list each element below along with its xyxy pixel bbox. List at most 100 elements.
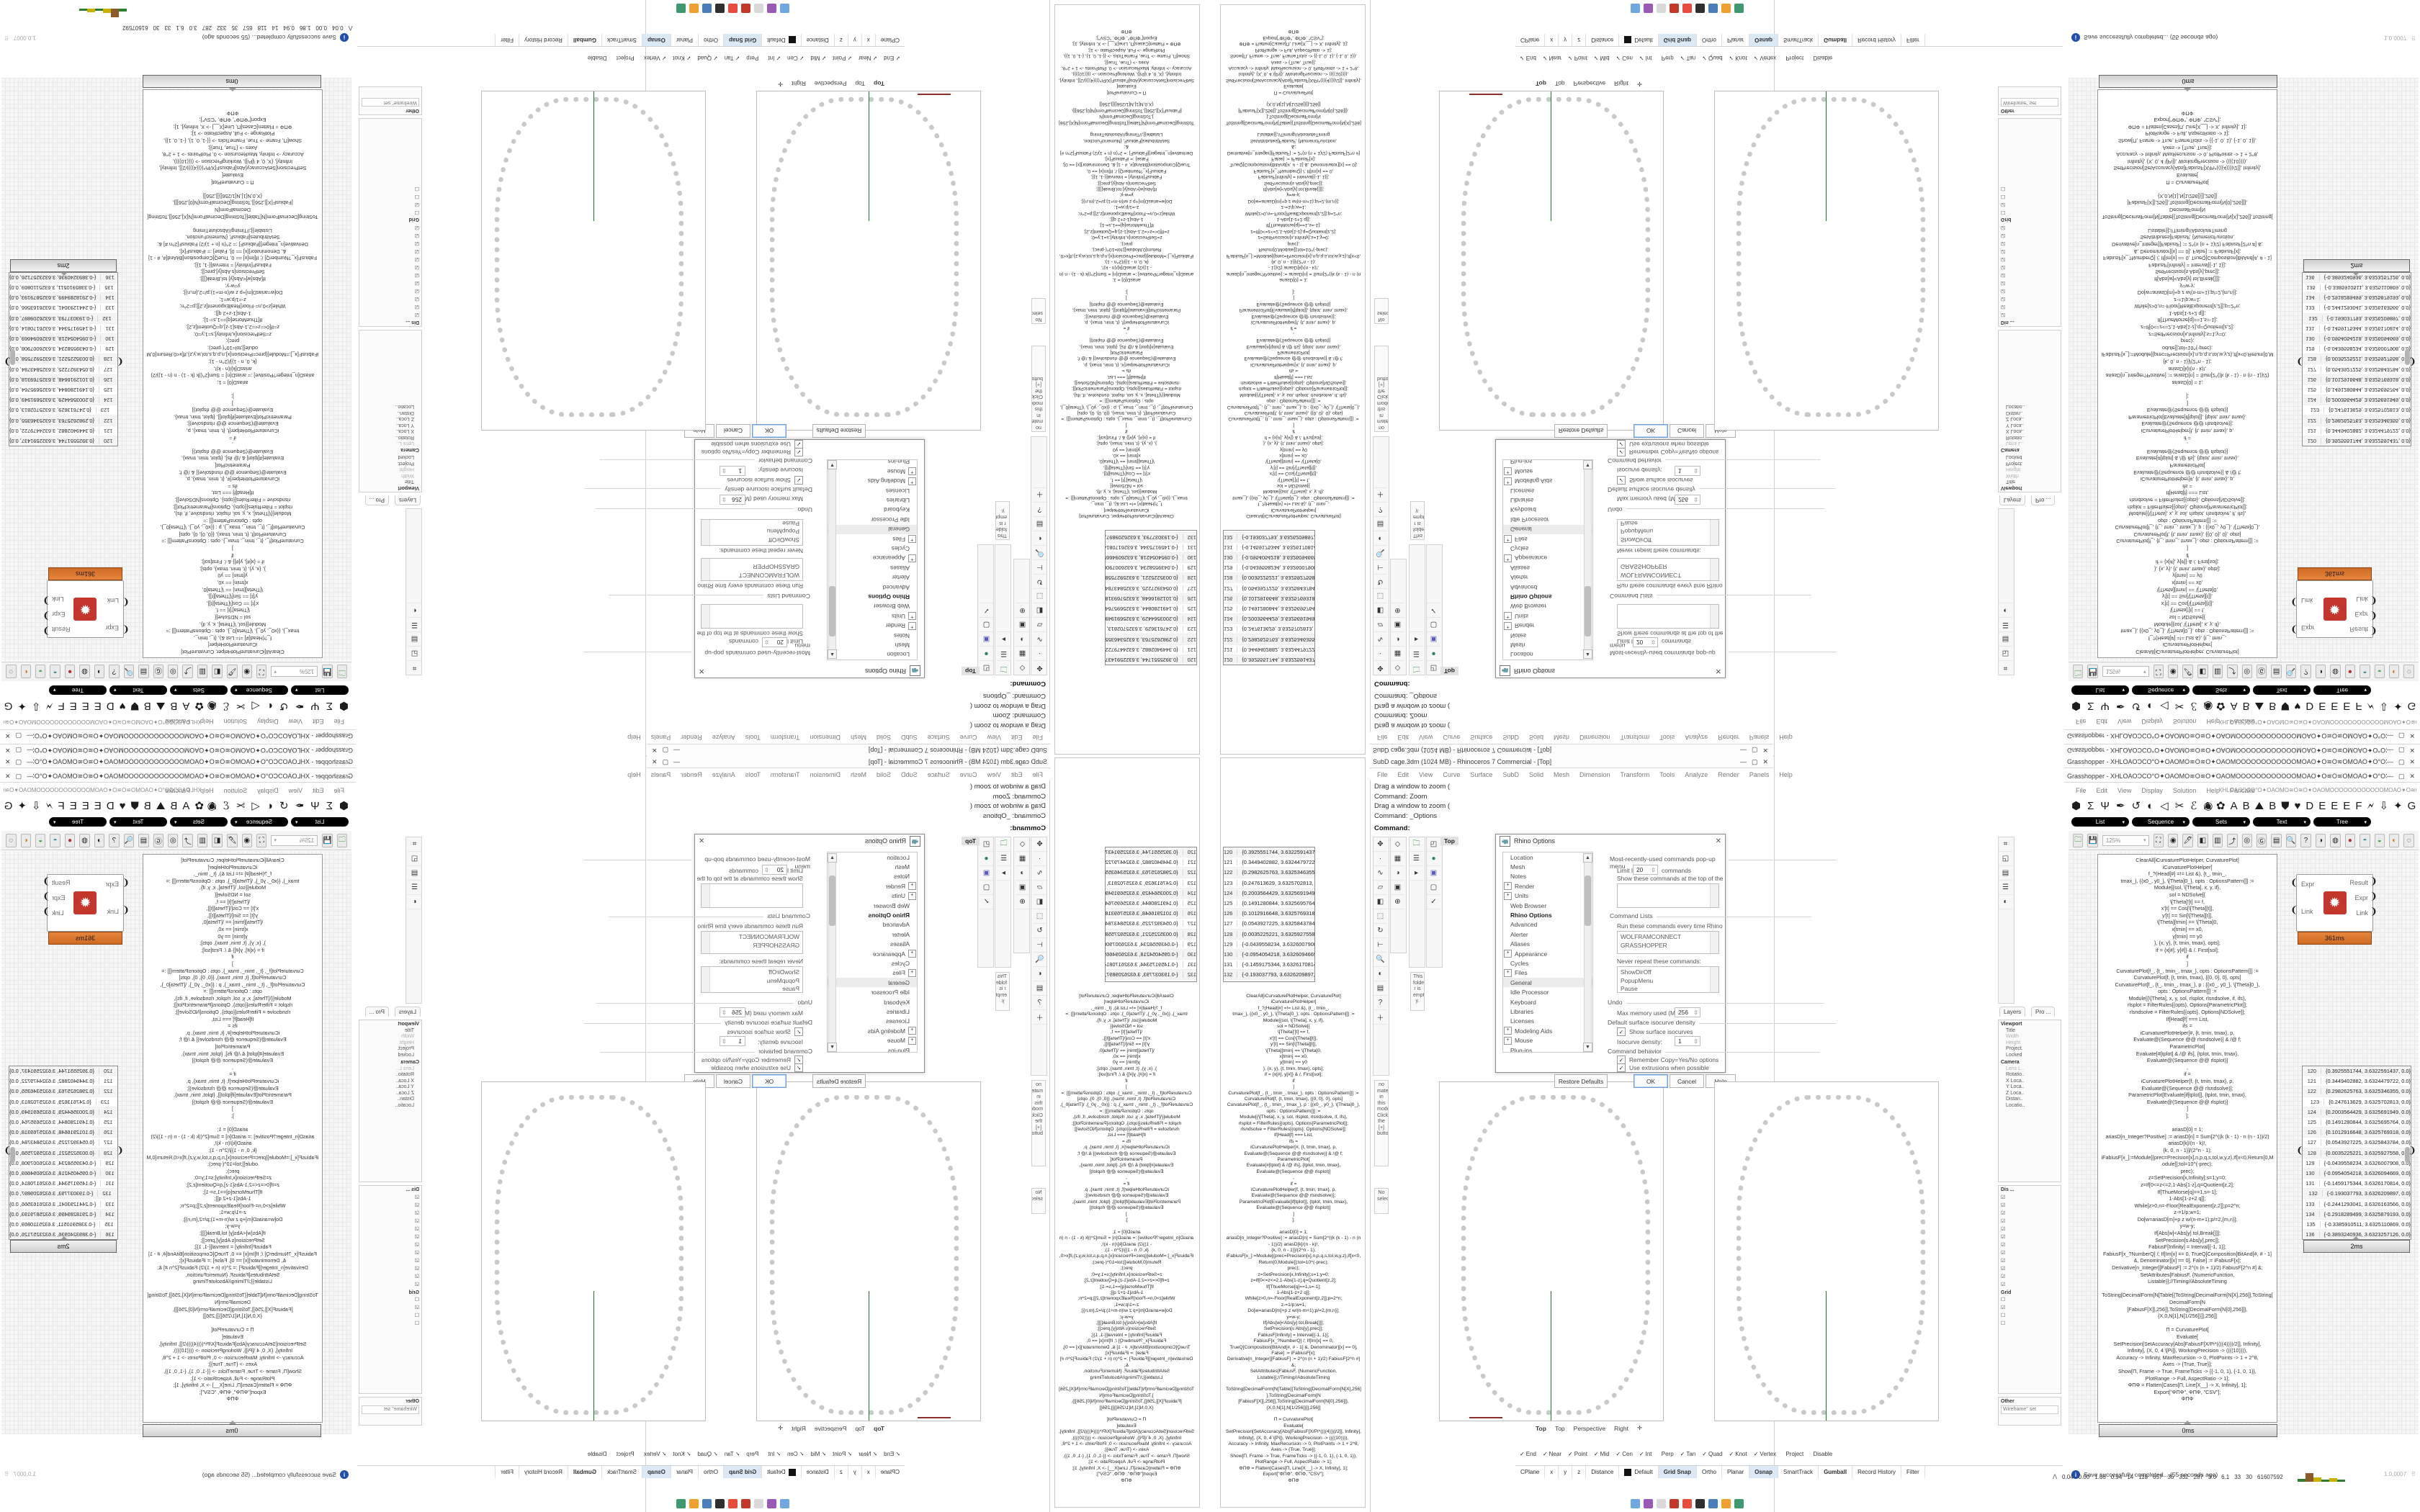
isocurve-density-input[interactable]: 1 (1675, 466, 1700, 476)
ok-button[interactable]: OK (1634, 424, 1668, 438)
status-ortho[interactable]: Ortho (1696, 34, 1722, 46)
cplane-icon[interactable]: ⌗ (1999, 660, 2012, 675)
isocurve-density-input[interactable]: 1 (720, 466, 745, 476)
table-row[interactable]: 124{0.2003564429, 3.6325691949, 0.0} (9, 395, 117, 405)
use-extrusions-checkbox[interactable]: ✓ Use extrusions when possible (711, 1063, 803, 1072)
startup-commands-listbox[interactable]: WOLFRAMCONNECT GRASSHOPPER (701, 931, 803, 954)
properties-icon[interactable]: ☰ (1999, 617, 2012, 631)
tree-item[interactable]: Aliases (1510, 940, 1530, 948)
table-row[interactable]: 128{0.0035225221, 3.6325927558, 0.0} (2303, 1148, 2411, 1158)
window-controls[interactable]: — ▢ ✕ (3, 733, 33, 740)
rhino-options-dialog[interactable]: 🦏 Rhino Options ✕ Location Mesh Notes + R… (1495, 439, 1726, 678)
osnap-knot[interactable]: ✓ Knot (673, 55, 691, 62)
surface-icon[interactable]: ▱ (1033, 881, 1047, 895)
arrow-icon[interactable]: ▸ (997, 631, 1010, 646)
table-row[interactable]: 132{-0.193037793, 3.6326209897, 0.0} (9, 312, 117, 323)
taskbar-icons[interactable] (1628, 2, 1744, 14)
never-repeat-item[interactable]: PopupMenu (766, 976, 799, 984)
tree-item[interactable]: + Modeling Aids (1503, 477, 1592, 486)
chevron-down-icon[interactable]: ▾ (2243, 819, 2246, 825)
status-layer[interactable]: Default (1619, 1466, 1659, 1478)
surface-icon[interactable]: ◐ (266, 700, 273, 713)
dimension-icon[interactable]: ⊢ (1033, 938, 1047, 953)
table-row[interactable]: 135 {-0.3385910511, 3.6325110869, 0.0} (9, 1219, 117, 1230)
status-smarttrack[interactable]: SmartTrack (1778, 1466, 1819, 1478)
rhino-viewport-top[interactable] (756, 91, 981, 431)
paint-c-icon[interactable]: ◐ (20, 833, 31, 847)
osnap-point[interactable]: ✓ Point (833, 55, 853, 62)
viewport-properties-panel[interactable]: Viewport Title Width Height Project. Loc… (1998, 330, 2061, 492)
grasshopper-titlebar-outer[interactable]: Grasshopper - XHLOAOƆCO°O✦OAOMO≋O≋O✦OAOM… (0, 744, 356, 756)
osnap-bar[interactable]: ✓ End ✓ Near ✓ Point ✓ Mid ✓ Cen ✓ Int Perp ✓ T… (588, 53, 900, 63)
transform-icon[interactable]: ℰ (2190, 700, 2197, 713)
menu-lines-icon[interactable]: ☰ (1410, 646, 1423, 660)
prop-row[interactable]: Locatio.. (2006, 1102, 2025, 1108)
intersect-icon[interactable]: ✂ (2174, 700, 2184, 713)
grid-check-list[interactable]: ☐ ☑ ☐ ☐ (2001, 184, 2058, 216)
expand-icon[interactable]: + (1504, 968, 1512, 977)
use-extrusions-checkbox[interactable]: ✓ Use extrusions when possible (1617, 1063, 1709, 1072)
arrow-icon[interactable]: ▸ (1410, 631, 1423, 646)
display-check[interactable]: ☑ (2001, 280, 2006, 286)
transform-icon[interactable]: ↻ (1033, 924, 1047, 938)
expand-icon[interactable]: + (908, 891, 916, 900)
scrollbar-thumb[interactable] (1585, 586, 1591, 636)
taskbar-icons[interactable] (676, 1498, 792, 1510)
chevron-down-icon[interactable]: ▾ (2182, 819, 2185, 825)
shaded-icon[interactable]: ◑ (94, 833, 105, 847)
sphere-icon[interactable]: ● (1427, 852, 1440, 866)
status-ortho[interactable]: Ortho (1697, 1466, 1722, 1478)
menu-subd[interactable]: SubD (901, 770, 918, 778)
gh-menu-file[interactable]: File (333, 718, 344, 726)
taskbar-icon-4[interactable] (1670, 1499, 1679, 1508)
menu-solid[interactable]: Solid (1528, 770, 1543, 778)
open-folder-icon[interactable]: 🗀 (997, 837, 1010, 852)
component-icon-mountain[interactable]: ⛰ (156, 799, 166, 812)
display-check[interactable]: ☑ (2001, 1242, 2006, 1248)
listbox-scrollbar[interactable] (702, 559, 710, 580)
prop-row[interactable]: Distan.. (2006, 1097, 2023, 1102)
table-row[interactable]: 126{0.1012916648, 3.6325769318, 0.0} (9, 1128, 117, 1138)
zoom-level-select[interactable]: 125% (2102, 834, 2149, 846)
close-icon[interactable]: ✕ (652, 747, 658, 755)
chevron-down-icon[interactable]: ▾ (174, 687, 177, 693)
checkbox-icon[interactable]: ✓ (1617, 448, 1626, 456)
help-icon[interactable]: ? (1033, 502, 1047, 516)
display-check[interactable]: ☑ (414, 1210, 419, 1216)
display-check[interactable]: ☑ (2001, 1218, 2006, 1224)
preview-eye-icon[interactable]: ◉ (241, 665, 253, 679)
table-row[interactable]: 135 {-0.3385910511, 3.6325110869, 0.0} (2303, 282, 2411, 293)
paint-b-icon[interactable]: ◒ (2374, 833, 2385, 847)
rhino-secondary-toolbar[interactable]: ◇ ▦ ◑ ▣ ⊕ (1013, 837, 1030, 953)
minimize-icon[interactable]: — (2386, 732, 2393, 740)
display-check[interactable]: ☑ (414, 1218, 419, 1224)
chevron-down-icon[interactable]: ▾ (2122, 819, 2125, 825)
display-properties-panel[interactable]: Dis ... ☑ ☑ ☑ ☑ ☑ ☑ ☑ ☑ ☑ ☑ ☑ ☑ Grid ☐ ☑ ☐ ☐ (1998, 118, 2061, 327)
tree-item[interactable]: Idle Processor (1510, 516, 1549, 523)
render-icon[interactable]: ◐ (1033, 531, 1047, 545)
layers-icon[interactable]: ▤ (1999, 631, 2012, 646)
component-input-port[interactable]: ❨ (122, 877, 130, 888)
tree-item[interactable]: Alerter (892, 574, 910, 582)
status-cplane[interactable]: CPlane (874, 34, 905, 46)
startup-command-item[interactable]: GRASSHOPPER (753, 563, 799, 571)
grasshopper-titlebar[interactable]: Grasshopper - XHLOAOƆCO°O✦OAOMO≋O≋O✦OAOM… (0, 770, 356, 783)
grid-check[interactable]: ☐ (414, 1313, 419, 1318)
status-record-history[interactable]: Record History (1852, 34, 1901, 46)
status-gumball[interactable]: Gumball (567, 34, 601, 46)
show-isocurves-checkbox[interactable]: ✓ Show surface isocurves (727, 1027, 803, 1036)
osnap-mid[interactable]: ✓ Mid (810, 55, 827, 62)
component-icon-shield[interactable]: ⛊ (130, 799, 139, 812)
rhino-secondary-toolbar[interactable]: ◇ ▦ ◑ ▣ ⊕ (1390, 559, 1407, 675)
mesh-icon[interactable]: ◁ (251, 799, 260, 812)
status-filter[interactable]: Filter (495, 1466, 519, 1478)
osnap-quad[interactable]: ✓ Quad (697, 1450, 718, 1457)
ok-button[interactable]: OK (752, 1074, 786, 1088)
table-row[interactable]: 132{-0.193037793, 3.6326209897, 0.0} (1105, 970, 1196, 981)
prop-row[interactable]: Project. (2006, 1046, 2023, 1051)
tree-item[interactable]: Web Browser (873, 901, 910, 909)
prop-row[interactable]: X Loca.. (2006, 1078, 2025, 1084)
osnap-tan[interactable]: ✓ Tan (724, 55, 740, 62)
ghosted-icon[interactable]: ◍ (79, 665, 90, 679)
curve-icon[interactable]: ∿ (1033, 866, 1047, 881)
